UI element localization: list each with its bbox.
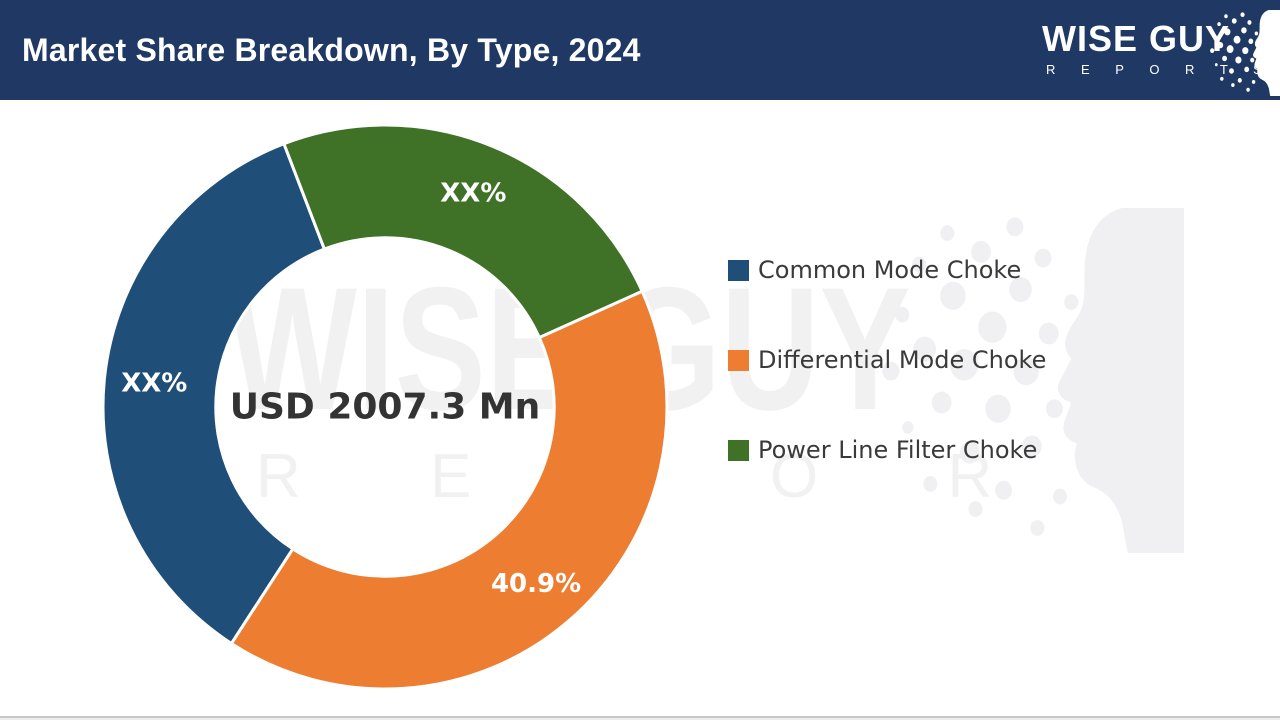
slice-percentage-label: XX% xyxy=(440,178,506,208)
donut-slice-common-mode-choke xyxy=(101,142,326,646)
page-title: Market Share Breakdown, By Type, 2024 xyxy=(22,31,641,68)
logo-wordmark: WISE GUY xyxy=(1042,18,1231,59)
legend-label: Differential Mode Choke xyxy=(758,346,1047,374)
slice-percentage-label: XX% xyxy=(121,369,187,399)
legend: Common Mode Choke Differential Mode Chok… xyxy=(728,258,1046,462)
legend-swatch-icon xyxy=(728,259,749,281)
wise-guy-logo: WISE GUY R E P O R T S xyxy=(1036,6,1280,96)
slice-percentage-label: 40.9% xyxy=(491,569,581,599)
legend-item-common-mode-choke: Common Mode Choke xyxy=(728,258,1046,282)
legend-label: Power Line Filter Choke xyxy=(758,436,1038,464)
donut-slice-differential-mode-choke xyxy=(229,289,669,691)
legend-swatch-icon xyxy=(728,439,749,461)
donut-slice-power-line-filter-choke xyxy=(282,123,644,340)
legend-item-differential-mode-choke: Differential Mode Choke xyxy=(728,348,1046,372)
logo-subtitle: R E P O R T S xyxy=(1046,62,1273,77)
logo-face-icon xyxy=(1208,10,1280,96)
legend-swatch-icon xyxy=(728,349,749,371)
legend-item-power-line-filter-choke: Power Line Filter Choke xyxy=(728,438,1046,462)
logo-text: WISE GUY R E P O R T S xyxy=(1042,18,1273,78)
donut-center-value: USD 2007.3 Mn xyxy=(229,386,541,428)
donut-svg: XX% 40.9% XX% xyxy=(101,123,669,691)
donut-chart: XX% 40.9% XX% xyxy=(85,107,685,707)
legend-label: Common Mode Choke xyxy=(758,256,1022,284)
header: Market Share Breakdown, By Type, 2024 WI… xyxy=(0,0,1280,100)
bottom-border xyxy=(0,716,1280,720)
